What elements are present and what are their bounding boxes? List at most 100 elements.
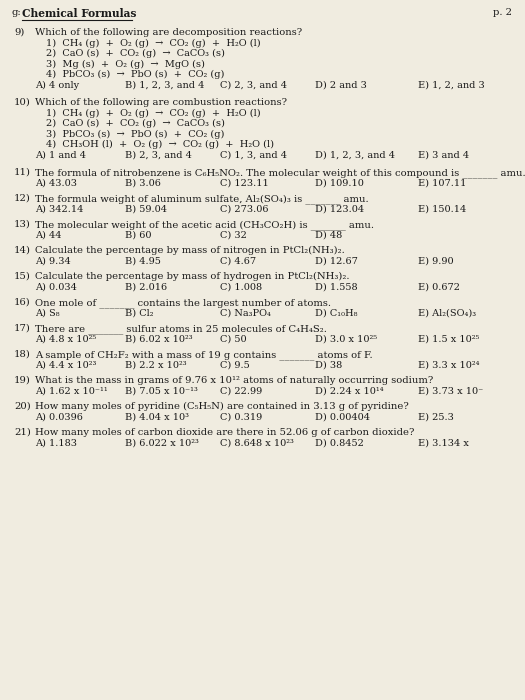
Text: The formula of nitrobenzene is C₆H₅NO₂. The molecular weight of this compound is: The formula of nitrobenzene is C₆H₅NO₂. … [35, 168, 525, 178]
Text: How many moles of carbon dioxide are there in 52.06 g of carbon dioxide?: How many moles of carbon dioxide are the… [35, 428, 414, 437]
Text: B) 59.04: B) 59.04 [125, 204, 167, 214]
Text: C) 22.99: C) 22.99 [220, 386, 262, 395]
Text: 12): 12) [14, 194, 31, 203]
Text: 21): 21) [14, 428, 31, 437]
Text: D) 0.8452: D) 0.8452 [315, 438, 364, 447]
Text: E) 3.134 x: E) 3.134 x [418, 438, 469, 447]
Text: E) 3.3 x 10²⁴: E) 3.3 x 10²⁴ [418, 360, 479, 370]
Text: A) S₈: A) S₈ [35, 309, 60, 318]
Text: B) 60: B) 60 [125, 230, 152, 239]
Text: B) Cl₂: B) Cl₂ [125, 309, 153, 318]
Text: D) 123.04: D) 123.04 [315, 204, 364, 214]
Text: A sample of CH₂F₂ with a mass of 19 g contains _______ atoms of F.: A sample of CH₂F₂ with a mass of 19 g co… [35, 350, 373, 360]
Text: C) 273.06: C) 273.06 [220, 204, 268, 214]
Text: 15): 15) [14, 272, 31, 281]
Text: D) 1.558: D) 1.558 [315, 283, 358, 291]
Text: A) 9.34: A) 9.34 [35, 256, 71, 265]
Text: Calculate the percentage by mass of nitrogen in PtCl₂(NH₃)₂.: Calculate the percentage by mass of nitr… [35, 246, 345, 255]
Text: E) 9.90: E) 9.90 [418, 256, 454, 265]
Text: A) 1 and 4: A) 1 and 4 [35, 150, 86, 160]
Text: C) 9.5: C) 9.5 [220, 360, 250, 370]
Text: D) 0.00404: D) 0.00404 [315, 412, 370, 421]
Text: D) 1, 2, 3, and 4: D) 1, 2, 3, and 4 [315, 150, 395, 160]
Text: C) 8.648 x 10²³: C) 8.648 x 10²³ [220, 438, 294, 447]
Text: C) 2, 3, and 4: C) 2, 3, and 4 [220, 80, 287, 90]
Text: B) 2, 3, and 4: B) 2, 3, and 4 [125, 150, 192, 160]
Text: There are _______ sulfur atoms in 25 molecules of C₄H₄S₂.: There are _______ sulfur atoms in 25 mol… [35, 324, 327, 334]
Text: How many moles of pyridine (C₅H₅N) are contained in 3.13 g of pyridine?: How many moles of pyridine (C₅H₅N) are c… [35, 402, 409, 411]
Text: 11): 11) [14, 168, 31, 177]
Text: A) 1.183: A) 1.183 [35, 438, 77, 447]
Text: A) 0.0396: A) 0.0396 [35, 412, 83, 421]
Text: D) 2.24 x 10¹⁴: D) 2.24 x 10¹⁴ [315, 386, 384, 395]
Text: 16): 16) [14, 298, 31, 307]
Text: Which of the following are decomposition reactions?: Which of the following are decomposition… [35, 28, 302, 37]
Text: 3)  PbCO₃ (s)  →  PbO (s)  +  CO₂ (g): 3) PbCO₃ (s) → PbO (s) + CO₂ (g) [46, 130, 224, 139]
Text: g:: g: [12, 8, 22, 17]
Text: 2)  CaO (s)  +  CO₂ (g)  →  CaCO₃ (s): 2) CaO (s) + CO₂ (g) → CaCO₃ (s) [46, 119, 225, 128]
Text: C) 1.008: C) 1.008 [220, 283, 262, 291]
Text: A) 44: A) 44 [35, 230, 61, 239]
Text: Calculate the percentage by mass of hydrogen in PtCl₂(NH₃)₂.: Calculate the percentage by mass of hydr… [35, 272, 350, 281]
Text: D) C₁₀H₈: D) C₁₀H₈ [315, 309, 358, 318]
Text: C) 50: C) 50 [220, 335, 247, 344]
Text: p. 2: p. 2 [493, 8, 512, 17]
Text: A) 4.4 x 10²³: A) 4.4 x 10²³ [35, 360, 97, 370]
Text: D) 109.10: D) 109.10 [315, 178, 364, 188]
Text: B) 6.02 x 10²³: B) 6.02 x 10²³ [125, 335, 193, 344]
Text: B) 4.95: B) 4.95 [125, 256, 161, 265]
Text: 4)  PbCO₃ (s)  →  PbO (s)  +  CO₂ (g): 4) PbCO₃ (s) → PbO (s) + CO₂ (g) [46, 70, 224, 79]
Text: D) 3.0 x 10²⁵: D) 3.0 x 10²⁵ [315, 335, 377, 344]
Text: B) 7.05 x 10⁻¹³: B) 7.05 x 10⁻¹³ [125, 386, 198, 395]
Text: What is the mass in grams of 9.76 x 10¹² atoms of naturally occurring sodium?: What is the mass in grams of 9.76 x 10¹²… [35, 376, 433, 385]
Text: C) 123.11: C) 123.11 [220, 178, 269, 188]
Text: C) 4.67: C) 4.67 [220, 256, 256, 265]
Text: 3)  Mg (s)  +  O₂ (g)  →  MgO (s): 3) Mg (s) + O₂ (g) → MgO (s) [46, 60, 205, 69]
Text: C) 1, 3, and 4: C) 1, 3, and 4 [220, 150, 287, 160]
Text: E) 0.672: E) 0.672 [418, 283, 460, 291]
Text: 4)  CH₃OH (l)  +  O₂ (g)  →  CO₂ (g)  +  H₂O (l): 4) CH₃OH (l) + O₂ (g) → CO₂ (g) + H₂O (l… [46, 140, 274, 149]
Text: E) 25.3: E) 25.3 [418, 412, 454, 421]
Text: A) 4 only: A) 4 only [35, 80, 79, 90]
Text: C) 0.319: C) 0.319 [220, 412, 262, 421]
Text: B) 3.06: B) 3.06 [125, 178, 161, 188]
Text: E) 1, 2, and 3: E) 1, 2, and 3 [418, 80, 485, 90]
Text: Chemical Formulas: Chemical Formulas [22, 8, 136, 19]
Text: D) 38: D) 38 [315, 360, 342, 370]
Text: 13): 13) [14, 220, 31, 229]
Text: A) 43.03: A) 43.03 [35, 178, 77, 188]
Text: C) Na₃PO₄: C) Na₃PO₄ [220, 309, 271, 318]
Text: B) 4.04 x 10³: B) 4.04 x 10³ [125, 412, 189, 421]
Text: A) 4.8 x 10²⁵: A) 4.8 x 10²⁵ [35, 335, 96, 344]
Text: 1)  CH₄ (g)  +  O₂ (g)  →  CO₂ (g)  +  H₂O (l): 1) CH₄ (g) + O₂ (g) → CO₂ (g) + H₂O (l) [46, 38, 260, 48]
Text: A) 1.62 x 10⁻¹¹: A) 1.62 x 10⁻¹¹ [35, 386, 108, 395]
Text: A) 0.034: A) 0.034 [35, 283, 77, 291]
Text: 18): 18) [14, 350, 31, 359]
Text: 17): 17) [14, 324, 31, 333]
Text: D) 2 and 3: D) 2 and 3 [315, 80, 367, 90]
Text: E) 107.11: E) 107.11 [418, 178, 466, 188]
Text: E) 1.5 x 10²⁵: E) 1.5 x 10²⁵ [418, 335, 479, 344]
Text: B) 2.016: B) 2.016 [125, 283, 167, 291]
Text: E) 3.73 x 10⁻: E) 3.73 x 10⁻ [418, 386, 483, 395]
Text: A) 342.14: A) 342.14 [35, 204, 83, 214]
Text: The formula weight of aluminum sulfate, Al₂(SO₄)₃ is _______ amu.: The formula weight of aluminum sulfate, … [35, 194, 369, 204]
Text: B) 6.022 x 10²³: B) 6.022 x 10²³ [125, 438, 199, 447]
Text: B) 1, 2, 3, and 4: B) 1, 2, 3, and 4 [125, 80, 204, 90]
Text: D) 48: D) 48 [315, 230, 342, 239]
Text: C) 32: C) 32 [220, 230, 247, 239]
Text: 9): 9) [14, 28, 24, 37]
Text: E) Al₂(SO₄)₃: E) Al₂(SO₄)₃ [418, 309, 476, 318]
Text: The molecular weight of the acetic acid (CH₃CO₂H) is _______ amu.: The molecular weight of the acetic acid … [35, 220, 374, 230]
Text: One mole of _______ contains the largest number of atoms.: One mole of _______ contains the largest… [35, 298, 331, 308]
Text: 20): 20) [14, 402, 31, 411]
Text: Which of the following are combustion reactions?: Which of the following are combustion re… [35, 98, 287, 107]
Text: 14): 14) [14, 246, 31, 255]
Text: 10): 10) [14, 98, 31, 107]
Text: B) 2.2 x 10²³: B) 2.2 x 10²³ [125, 360, 186, 370]
Text: E) 150.14: E) 150.14 [418, 204, 466, 214]
Text: 1)  CH₄ (g)  +  O₂ (g)  →  CO₂ (g)  +  H₂O (l): 1) CH₄ (g) + O₂ (g) → CO₂ (g) + H₂O (l) [46, 108, 260, 118]
Text: 19): 19) [14, 376, 31, 385]
Text: 2)  CaO (s)  +  CO₂ (g)  →  CaCO₃ (s): 2) CaO (s) + CO₂ (g) → CaCO₃ (s) [46, 49, 225, 58]
Text: E) 3 and 4: E) 3 and 4 [418, 150, 469, 160]
